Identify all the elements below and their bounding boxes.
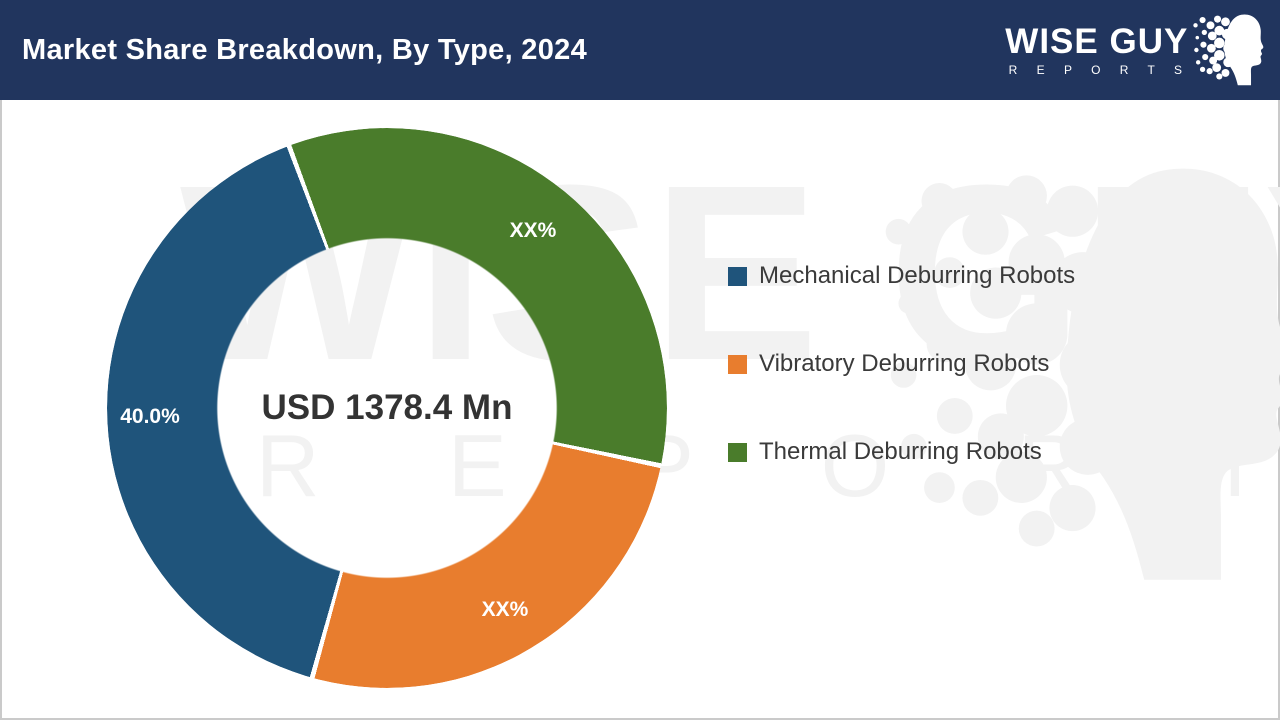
legend-swatch-vibratory: [728, 354, 747, 374]
page-title: Market Share Breakdown, By Type, 2024: [22, 33, 588, 66]
legend-label-vibratory: Vibratory Deburring Robots: [759, 350, 1050, 377]
wise-guy-face-icon: [1192, 9, 1266, 91]
logo-wordmark-line2: R E P O R T S: [1008, 62, 1190, 77]
chart-legend: Mechanical Deburring Robots Vibratory De…: [728, 257, 1075, 521]
segment-label-vibratory: XX%: [481, 598, 529, 621]
logo-wordmark-line1: WISE GUY: [1005, 21, 1189, 61]
legend-item-thermal: Thermal Deburring Robots: [728, 433, 1075, 471]
brand-logo: WISE GUY R E P O R T S: [1004, 9, 1266, 91]
legend-item-mechanical: Mechanical Deburring Robots: [728, 257, 1075, 295]
header-bar: Market Share Breakdown, By Type, 2024 WI…: [0, 0, 1280, 100]
legend-label-thermal: Thermal Deburring Robots: [759, 438, 1042, 465]
donut-center-value: USD 1378.4 Mn: [261, 388, 513, 427]
legend-swatch-thermal: [728, 442, 747, 462]
legend-label-mechanical: Mechanical Deburring Robots: [759, 262, 1076, 289]
legend-item-vibratory: Vibratory Deburring Robots: [728, 345, 1075, 383]
logo-wordmark: WISE GUY R E P O R T S: [1004, 24, 1190, 77]
segment-label-mechanical: 40.0%: [120, 405, 180, 428]
segment-label-thermal: XX%: [509, 219, 557, 242]
donut-chart: [107, 128, 667, 688]
legend-swatch-mechanical: [728, 266, 747, 286]
